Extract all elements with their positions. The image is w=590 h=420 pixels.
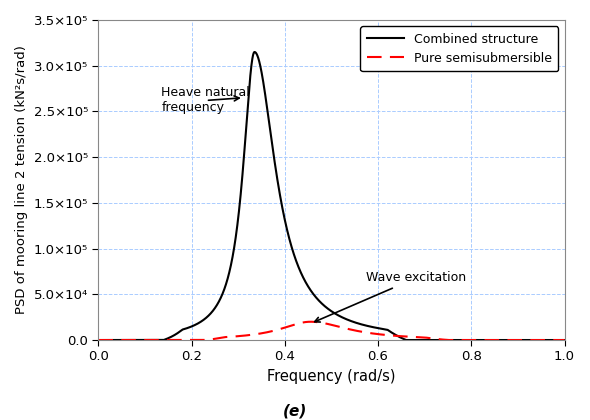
Combined structure [251, 50, 258, 55]
Combined structure [466, 338, 473, 343]
Combined structure [391, 332, 398, 337]
Pure semisubmersible [264, 330, 271, 335]
Pure semisubmersible [95, 338, 102, 343]
Text: Wave excitation: Wave excitation [314, 271, 467, 322]
Pure semisubmersible [561, 338, 568, 343]
Combined structure [95, 338, 102, 343]
Pure semisubmersible [441, 337, 448, 342]
Pure semisubmersible [371, 331, 378, 336]
Combined structure [118, 338, 125, 343]
Pure semisubmersible [307, 319, 314, 324]
Combined structure [371, 325, 378, 330]
Text: (e): (e) [283, 404, 307, 419]
X-axis label: Frequency (rad/s): Frequency (rad/s) [267, 369, 396, 384]
Pure semisubmersible [391, 333, 398, 338]
Line: Combined structure: Combined structure [99, 52, 565, 340]
Combined structure [441, 338, 448, 343]
Y-axis label: PSD of mooring line 2 tension (kN²s/rad): PSD of mooring line 2 tension (kN²s/rad) [15, 46, 28, 315]
Combined structure [264, 106, 271, 111]
Pure semisubmersible [118, 338, 125, 343]
Pure semisubmersible [466, 338, 473, 343]
Text: Heave natural
frequency: Heave natural frequency [161, 87, 250, 115]
Combined structure [561, 338, 568, 343]
Line: Pure semisubmersible: Pure semisubmersible [99, 322, 565, 340]
Legend: Combined structure, Pure semisubmersible: Combined structure, Pure semisubmersible [360, 26, 558, 71]
